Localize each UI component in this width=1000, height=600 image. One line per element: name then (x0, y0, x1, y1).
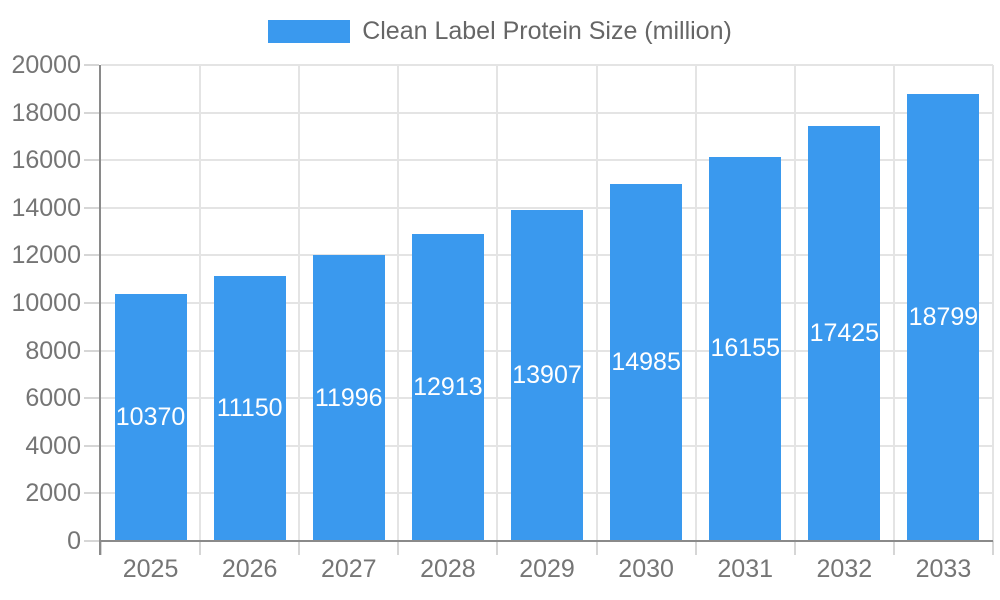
y-axis-label: 10000 (11, 289, 81, 317)
x-tick (100, 541, 102, 555)
bar-value-label: 14985 (611, 348, 681, 377)
y-gridline (101, 159, 993, 162)
y-tick (84, 206, 99, 209)
x-axis-label: 2032 (816, 555, 873, 583)
bar-value-label: 11150 (216, 393, 283, 422)
bar-value-label: 13907 (512, 360, 582, 389)
y-tick (84, 492, 99, 495)
x-axis-label: 2029 (519, 555, 575, 583)
y-tick (84, 111, 99, 114)
x-gridline (892, 65, 895, 541)
legend-swatch (268, 20, 351, 44)
bar-value-label: 17425 (809, 319, 880, 348)
bar-2031: 16155 (709, 156, 782, 541)
bar-2032: 17425 (808, 126, 881, 541)
bar-2026: 11150 (213, 275, 286, 541)
y-tick (84, 159, 99, 162)
x-tick (397, 541, 400, 555)
bar-value-label: 12913 (413, 372, 483, 401)
bar-2025: 10370 (114, 294, 187, 541)
y-axis-label: 6000 (25, 384, 81, 413)
x-gridline (992, 65, 994, 541)
y-tick (84, 540, 99, 542)
bar-value-label: 10370 (115, 403, 186, 432)
y-tick (84, 444, 99, 447)
y-gridline (101, 64, 993, 66)
bar-value-label: 16155 (710, 334, 780, 363)
y-gridline (101, 111, 993, 114)
y-axis-label: 4000 (25, 431, 81, 460)
x-gridline (694, 65, 697, 541)
x-tick (595, 541, 598, 555)
x-axis-label: 2026 (221, 555, 278, 583)
bar-value-label: 11996 (314, 383, 383, 412)
bar-2033: 18799 (907, 93, 980, 541)
x-tick (199, 541, 202, 555)
legend-item[interactable]: Clean Label Protein Size (million) (0, 17, 1000, 46)
y-gridline (101, 206, 993, 209)
x-tick (496, 541, 499, 555)
y-axis-label: 16000 (11, 146, 81, 175)
x-tick (992, 541, 994, 555)
x-tick (298, 541, 301, 555)
x-axis-label: 2027 (320, 555, 377, 583)
x-gridline (793, 65, 796, 541)
x-gridline (595, 65, 598, 541)
x-axis-label: 2033 (915, 555, 972, 583)
x-gridline (199, 65, 202, 541)
x-axis-label: 2028 (420, 555, 476, 583)
x-axis-label: 2030 (618, 555, 674, 583)
y-axis-line (99, 65, 101, 555)
x-axis-line (101, 540, 993, 542)
y-tick (84, 397, 99, 400)
bar-value-label: 18799 (908, 302, 979, 331)
bar-2029: 13907 (511, 210, 583, 541)
x-gridline (298, 65, 301, 541)
y-tick (84, 64, 99, 66)
x-gridline (397, 65, 400, 541)
y-axis-label: 0 (67, 527, 81, 555)
x-axis-label: 2025 (122, 555, 179, 583)
x-axis-label: 2031 (717, 555, 774, 583)
bar-2027: 11996 (312, 255, 385, 541)
y-axis-label: 18000 (11, 98, 81, 127)
x-tick (793, 541, 796, 555)
y-axis-label: 20000 (11, 51, 81, 79)
y-axis-label: 8000 (25, 336, 81, 365)
legend-label: Clean Label Protein Size (million) (362, 17, 732, 45)
y-tick (84, 349, 99, 352)
y-axis-label: 12000 (11, 241, 81, 270)
bar-2030: 14985 (610, 184, 683, 541)
y-tick (84, 302, 99, 304)
x-gridline (496, 65, 499, 541)
x-tick (694, 541, 697, 555)
y-axis-label: 14000 (11, 193, 81, 222)
x-tick (892, 541, 895, 555)
y-axis-label: 2000 (25, 479, 81, 508)
y-tick (84, 254, 99, 257)
bar-2028: 12913 (411, 233, 484, 541)
